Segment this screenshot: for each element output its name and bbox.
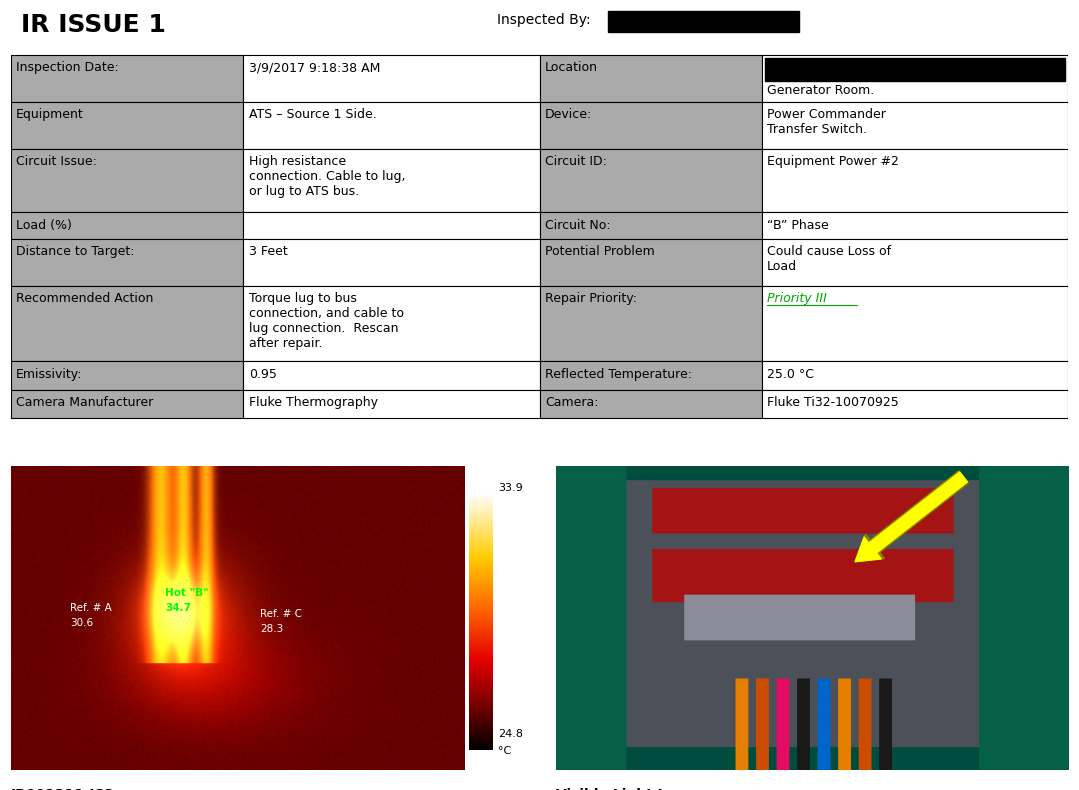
Text: 28.3: 28.3 [260, 624, 284, 634]
Text: Distance to Target:: Distance to Target: [16, 245, 135, 258]
Text: Ref. # C: Ref. # C [260, 609, 302, 619]
Text: Equipment Power #2: Equipment Power #2 [767, 155, 899, 168]
FancyBboxPatch shape [762, 149, 1068, 213]
FancyBboxPatch shape [540, 239, 762, 286]
Text: Camera:: Camera: [545, 396, 598, 409]
Text: Priority III: Priority III [767, 292, 827, 305]
FancyBboxPatch shape [244, 149, 540, 213]
Text: Reflected Temperature:: Reflected Temperature: [545, 367, 692, 381]
FancyBboxPatch shape [762, 286, 1068, 361]
Text: Potential Problem: Potential Problem [545, 245, 655, 258]
FancyBboxPatch shape [762, 389, 1068, 419]
Text: Fluke Ti32-10070925: Fluke Ti32-10070925 [767, 396, 899, 409]
FancyBboxPatch shape [11, 286, 244, 361]
Text: Hot "B": Hot "B" [165, 588, 208, 598]
Text: 25.0 °C: 25.0 °C [767, 367, 814, 381]
FancyArrowPatch shape [856, 472, 968, 562]
Text: Camera Manufacturer: Camera Manufacturer [16, 396, 153, 409]
FancyBboxPatch shape [540, 213, 762, 239]
Text: Location: Location [545, 62, 598, 74]
FancyBboxPatch shape [609, 11, 798, 32]
Text: Could cause Loss of
Load: Could cause Loss of Load [767, 245, 891, 273]
FancyBboxPatch shape [11, 213, 244, 239]
FancyBboxPatch shape [11, 102, 244, 149]
Text: Repair Priority:: Repair Priority: [545, 292, 637, 305]
Text: 24.8: 24.8 [498, 728, 523, 739]
Text: Visible Light Image: Visible Light Image [556, 788, 706, 790]
Text: Load (%): Load (%) [16, 219, 72, 231]
Text: Ref. # A: Ref. # A [70, 603, 111, 613]
Text: °C: °C [498, 746, 511, 756]
Text: IR001311.IS2: IR001311.IS2 [11, 788, 115, 790]
Text: Device:: Device: [545, 108, 592, 121]
FancyBboxPatch shape [765, 58, 1065, 81]
FancyBboxPatch shape [540, 102, 762, 149]
Text: Inspected By:: Inspected By: [497, 13, 591, 27]
Text: Circuit No:: Circuit No: [545, 219, 611, 231]
FancyBboxPatch shape [540, 149, 762, 213]
Text: 34.7: 34.7 [165, 603, 191, 613]
FancyBboxPatch shape [762, 55, 1068, 102]
FancyBboxPatch shape [11, 389, 244, 419]
Text: Power Commander
Transfer Switch.: Power Commander Transfer Switch. [767, 108, 886, 136]
Text: Fluke Thermography: Fluke Thermography [248, 396, 378, 409]
FancyBboxPatch shape [540, 361, 762, 389]
Text: “B” Phase: “B” Phase [767, 219, 829, 231]
FancyBboxPatch shape [11, 239, 244, 286]
Text: Emissivity:: Emissivity: [16, 367, 83, 381]
Text: 0.95: 0.95 [248, 367, 276, 381]
FancyArrowPatch shape [856, 471, 968, 562]
FancyBboxPatch shape [244, 213, 540, 239]
Text: Generator Room.: Generator Room. [767, 84, 874, 96]
FancyBboxPatch shape [11, 55, 244, 102]
Text: 3/9/2017 9:18:38 AM: 3/9/2017 9:18:38 AM [248, 62, 380, 74]
FancyBboxPatch shape [540, 286, 762, 361]
FancyBboxPatch shape [244, 102, 540, 149]
FancyBboxPatch shape [762, 361, 1068, 389]
FancyBboxPatch shape [762, 102, 1068, 149]
FancyBboxPatch shape [762, 239, 1068, 286]
FancyBboxPatch shape [11, 361, 244, 389]
Text: ATS – Source 1 Side.: ATS – Source 1 Side. [248, 108, 377, 121]
Text: High resistance
connection. Cable to lug,
or lug to ATS bus.: High resistance connection. Cable to lug… [248, 155, 406, 198]
Text: IR ISSUE 1: IR ISSUE 1 [22, 13, 166, 36]
FancyBboxPatch shape [540, 389, 762, 419]
Text: 33.9: 33.9 [498, 483, 523, 494]
FancyBboxPatch shape [11, 149, 244, 213]
Text: Inspection Date:: Inspection Date: [16, 62, 119, 74]
Text: Equipment: Equipment [16, 108, 84, 121]
FancyBboxPatch shape [244, 239, 540, 286]
Text: Torque lug to bus
connection, and cable to
lug connection.  Rescan
after repair.: Torque lug to bus connection, and cable … [248, 292, 404, 350]
FancyBboxPatch shape [762, 213, 1068, 239]
FancyBboxPatch shape [540, 55, 762, 102]
Text: 30.6: 30.6 [70, 618, 93, 628]
Text: Circuit ID:: Circuit ID: [545, 155, 606, 168]
FancyBboxPatch shape [244, 286, 540, 361]
FancyBboxPatch shape [244, 55, 540, 102]
Text: Circuit Issue:: Circuit Issue: [16, 155, 97, 168]
FancyBboxPatch shape [244, 389, 540, 419]
FancyBboxPatch shape [244, 361, 540, 389]
Text: Recommended Action: Recommended Action [16, 292, 153, 305]
Text: 3 Feet: 3 Feet [248, 245, 287, 258]
